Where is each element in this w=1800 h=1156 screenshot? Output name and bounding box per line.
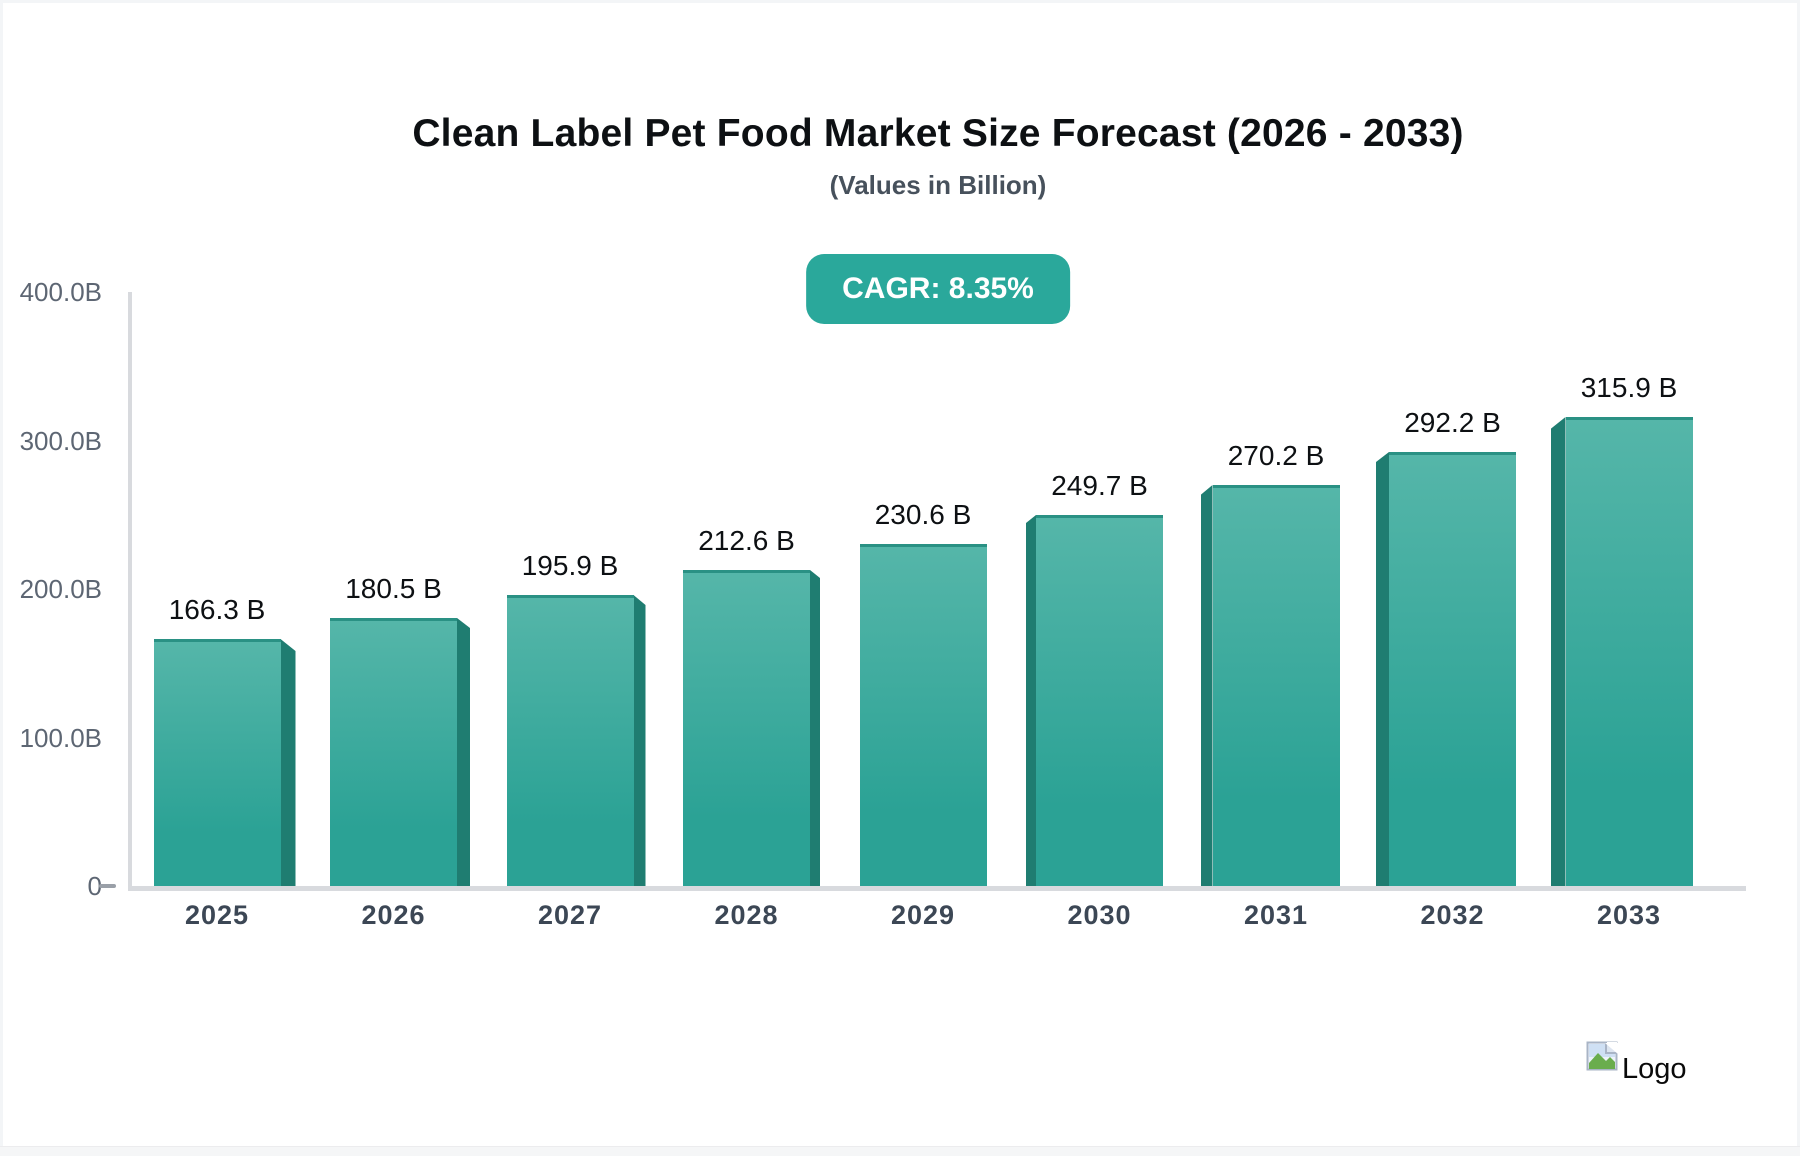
page-bottom-edge xyxy=(0,1146,1800,1156)
y-axis-label: 200.0B xyxy=(19,574,102,604)
bar-value-label: 249.7 B xyxy=(1051,470,1148,501)
x-axis-label: 2032 xyxy=(1420,900,1485,930)
bar-2030 xyxy=(1036,515,1163,886)
bar-2033 xyxy=(1565,417,1693,886)
logo-alt-text: Logo xyxy=(1622,1053,1687,1085)
y-axis-label: 100.0B xyxy=(19,722,102,753)
bar-side-2026 xyxy=(457,618,470,886)
y-axis-label: 400.0B xyxy=(19,277,102,307)
bar-value-label: 230.6 B xyxy=(874,499,972,530)
bar-2032 xyxy=(1389,452,1516,886)
bar-side-2027 xyxy=(633,595,646,886)
bar-value-label: 195.9 B xyxy=(521,550,619,581)
bar-2029 xyxy=(859,544,987,886)
bar-side-2031 xyxy=(1200,485,1213,886)
zero-tick-dash xyxy=(99,884,116,888)
broken-image-icon xyxy=(1586,1041,1618,1071)
x-axis-line xyxy=(128,886,1746,891)
y-axis-label: 300.0B xyxy=(19,425,102,456)
bar-side-2032 xyxy=(1376,452,1389,886)
bar-2027 xyxy=(506,595,634,886)
bar-side-2033 xyxy=(1550,417,1566,886)
y-axis-label: 0 xyxy=(87,871,102,901)
x-axis-label: 2033 xyxy=(1596,900,1662,930)
x-axis-label: 2026 xyxy=(361,900,426,930)
x-axis-label: 2025 xyxy=(184,900,250,930)
bar-2026 xyxy=(330,618,457,886)
bar-value-label: 315.9 B xyxy=(1580,372,1678,403)
bar-side-2028 xyxy=(810,570,820,886)
bar-2028 xyxy=(683,570,810,886)
logo: Logo xyxy=(1586,1040,1687,1086)
y-axis-line xyxy=(128,292,132,890)
bar-value-label: 270.2 B xyxy=(1227,440,1325,471)
bar-2025 xyxy=(153,639,281,886)
x-axis-label: 2030 xyxy=(1067,900,1132,930)
cagr-badge: CAGR: 8.35% xyxy=(806,254,1070,324)
bar-2031 xyxy=(1212,485,1340,886)
x-axis-label: 2031 xyxy=(1243,900,1309,930)
bar-side-2030 xyxy=(1026,515,1036,886)
bar-value-label: 292.2 B xyxy=(1404,407,1501,438)
bar-side-2025 xyxy=(280,639,296,886)
bar-value-label: 166.3 B xyxy=(168,594,266,625)
x-axis-label: 2028 xyxy=(714,900,779,930)
bar-value-label: 180.5 B xyxy=(345,573,442,604)
bar-value-label: 212.6 B xyxy=(698,525,795,556)
x-axis-label: 2027 xyxy=(537,900,603,930)
x-axis-label: 2029 xyxy=(890,900,956,930)
